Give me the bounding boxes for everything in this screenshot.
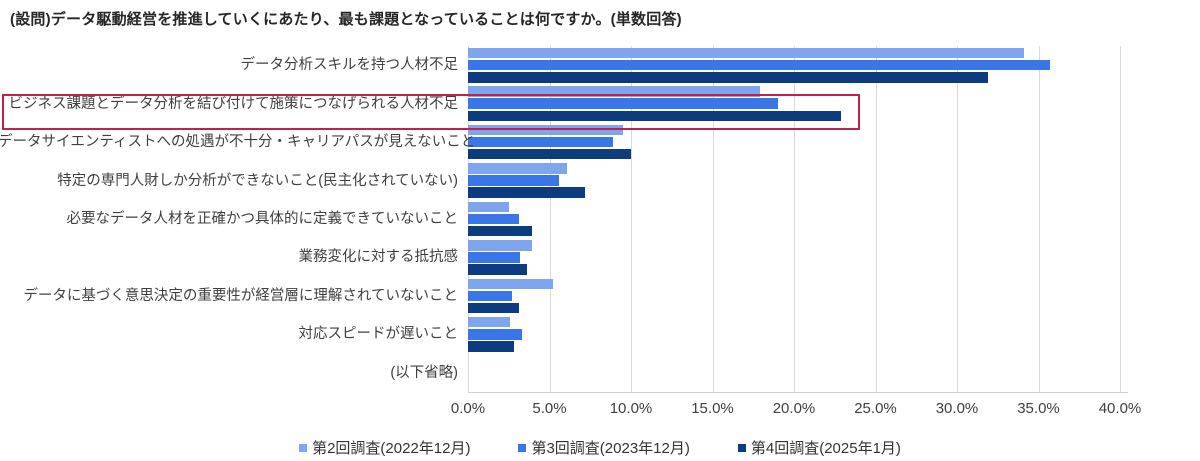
x-tick-label: 20.0% [772, 400, 816, 417]
bar-series3-row1 [468, 59, 1050, 71]
legend-item-series2: 第2回調査(2022年12月) [299, 437, 470, 458]
x-tick-label: 10.0% [609, 400, 653, 417]
bar-series3-row6 [468, 252, 521, 263]
category-label: データサイエンティストへの処遇が不十分・キャリアパスが見えないこと [0, 134, 476, 151]
bar-series2-row8 [468, 316, 511, 328]
bar-series4-row2 [468, 110, 842, 122]
bar-series3-row4 [468, 175, 560, 186]
gridline [549, 46, 551, 392]
gridline [875, 46, 877, 392]
x-tick-label: 35.0% [1017, 400, 1060, 417]
bar-series4-row5 [468, 225, 532, 237]
gridline [1120, 46, 1121, 392]
bar-series4-row4 [468, 187, 586, 198]
bar-series3-row8 [468, 329, 522, 340]
bar-series4-row6 [468, 264, 527, 275]
gridline [631, 46, 632, 392]
x-tick-label: 15.0% [691, 400, 734, 417]
x-axis-baseline [468, 392, 1128, 393]
bar-series2-row7 [468, 278, 553, 290]
gridline [957, 46, 958, 392]
legend: 第2回調査(2022年12月) 第3回調査(2023年12月) 第4回調査(2025… [0, 437, 1200, 458]
category-label: (以下省略) [390, 364, 458, 381]
bar-series2-row4 [468, 163, 568, 174]
chart-title: (設問)データ駆動経営を推進していくにあたり、最も課題となっていることは何ですか… [10, 11, 682, 28]
bar-series4-row3 [468, 148, 631, 160]
legend-label: 第2回調査(2022年12月) [312, 440, 471, 457]
category-label: 必要なデータ人材を正確かつ具体的に定義できていないこと [66, 211, 459, 227]
x-tick-label: 5.0% [532, 400, 567, 417]
gridline [712, 46, 714, 392]
bar-series4-row8 [468, 341, 514, 352]
legend-swatch-icon [737, 443, 746, 452]
category-label: データ分析スキルを持つ人材不足 [240, 57, 459, 74]
bar-series2-row3 [468, 124, 623, 136]
legend-swatch-icon [299, 443, 308, 452]
x-tick-label: 30.0% [935, 400, 979, 417]
legend-swatch-icon [518, 443, 527, 452]
bar-series3-row7 [468, 290, 512, 302]
legend-item-series4: 第4回調査(2025年1月) [737, 437, 901, 458]
legend-label: 第4回調査(2025年1月) [750, 440, 901, 457]
bar-series4-row7 [468, 302, 519, 314]
bar-series3-row2 [468, 98, 778, 109]
x-tick-label: 0.0% [450, 400, 486, 417]
x-tick-label: 25.0% [854, 400, 897, 417]
bar-series3-row5 [468, 213, 519, 225]
bar-series2-row2 [468, 86, 760, 97]
legend-label: 第3回調査(2023年12月) [531, 440, 690, 457]
x-tick-label: 40.0% [1098, 400, 1142, 417]
gridline [794, 46, 795, 392]
category-label: 特定の専門人財しか分析ができないこと(民主化されていない) [57, 172, 458, 189]
bar-series2-row6 [468, 240, 532, 251]
bar-series3-row3 [468, 136, 614, 148]
bar-series2-row5 [468, 201, 509, 213]
bar-series4-row1 [468, 72, 988, 83]
bar-series2-row1 [468, 47, 1024, 59]
legend-item-series3: 第3回調査(2023年12月) [518, 437, 690, 458]
category-label: ビジネス課題とデータ分析を結び付けて施策につなげられる人材不足 [8, 95, 459, 112]
category-label: 対応スピードが遅いこと [298, 326, 459, 343]
category-label: 業務変化に対する抵抗感 [298, 249, 459, 266]
gridline [1038, 46, 1040, 392]
category-label: データに基づく意思決定の重要性が経営層に理解されていないこと [23, 287, 458, 304]
plot-area [468, 46, 1128, 392]
